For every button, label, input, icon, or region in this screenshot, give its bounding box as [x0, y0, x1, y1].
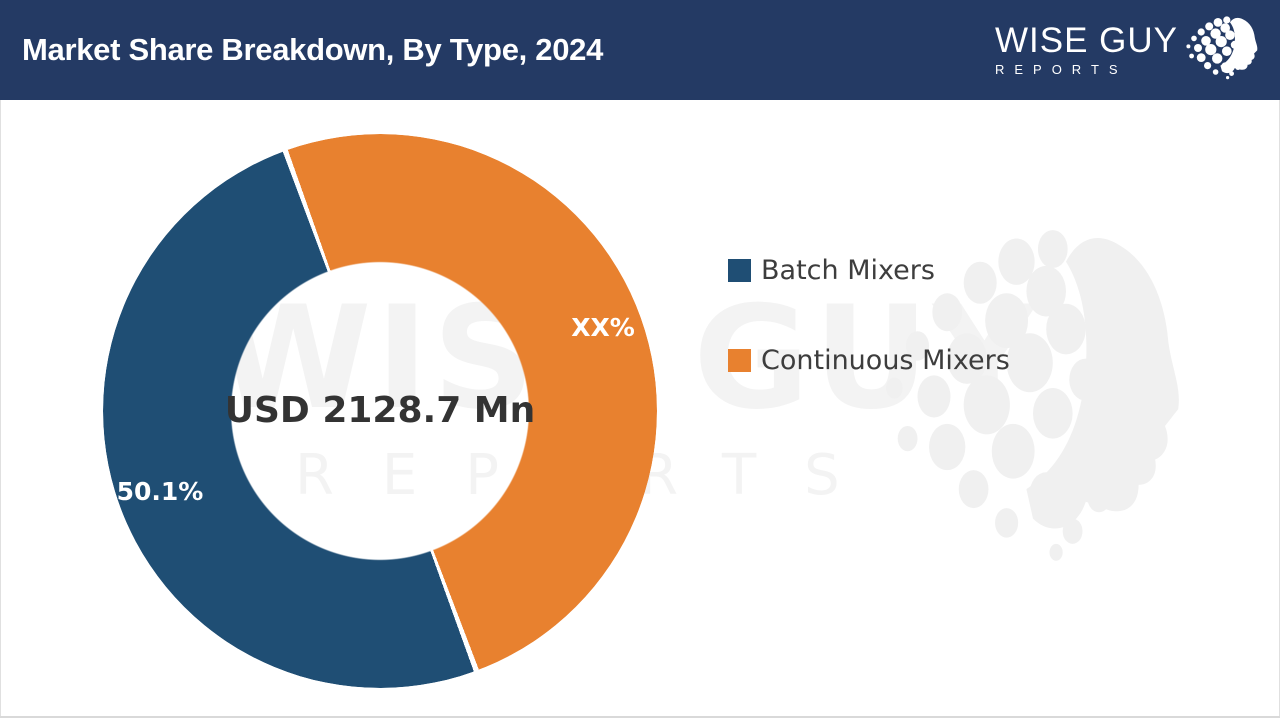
legend-item-continuous-mixers: Continuous Mixers	[728, 337, 1010, 383]
face-dots-icon	[1186, 16, 1258, 80]
brand-name: WISE GUY	[994, 21, 1178, 60]
brand-subname: REPORTS	[994, 62, 1128, 77]
legend-label-continuous-mixers: Continuous Mixers	[761, 344, 1010, 376]
page-border-bottom	[0, 716, 1280, 718]
watermark-face-dots-icon	[886, 230, 1179, 561]
legend-swatch-continuous-mixers	[728, 348, 751, 372]
donut-chart	[103, 134, 657, 688]
page-title: Market Share Breakdown, By Type, 2024	[22, 32, 604, 67]
slice-label-batch-mixers: 50.1%	[116, 477, 204, 506]
header-bar: Market Share Breakdown, By Type, 2024 WI…	[0, 0, 1280, 100]
brand-logo: WISE GUY REPORTS	[995, 14, 1262, 86]
chart-legend: Batch Mixers Continuous Mixers	[728, 247, 1010, 427]
legend-label-batch-mixers: Batch Mixers	[761, 254, 935, 286]
donut-center-value: USD 2128.7 Mn	[224, 389, 536, 431]
legend-item-batch-mixers: Batch Mixers	[728, 247, 1010, 293]
page-border-left	[0, 100, 1, 717]
slice-label-continuous-mixers: XX%	[571, 313, 635, 342]
brand-logo-text: WISE GUY REPORTS	[995, 23, 1178, 77]
legend-swatch-batch-mixers	[728, 258, 751, 282]
